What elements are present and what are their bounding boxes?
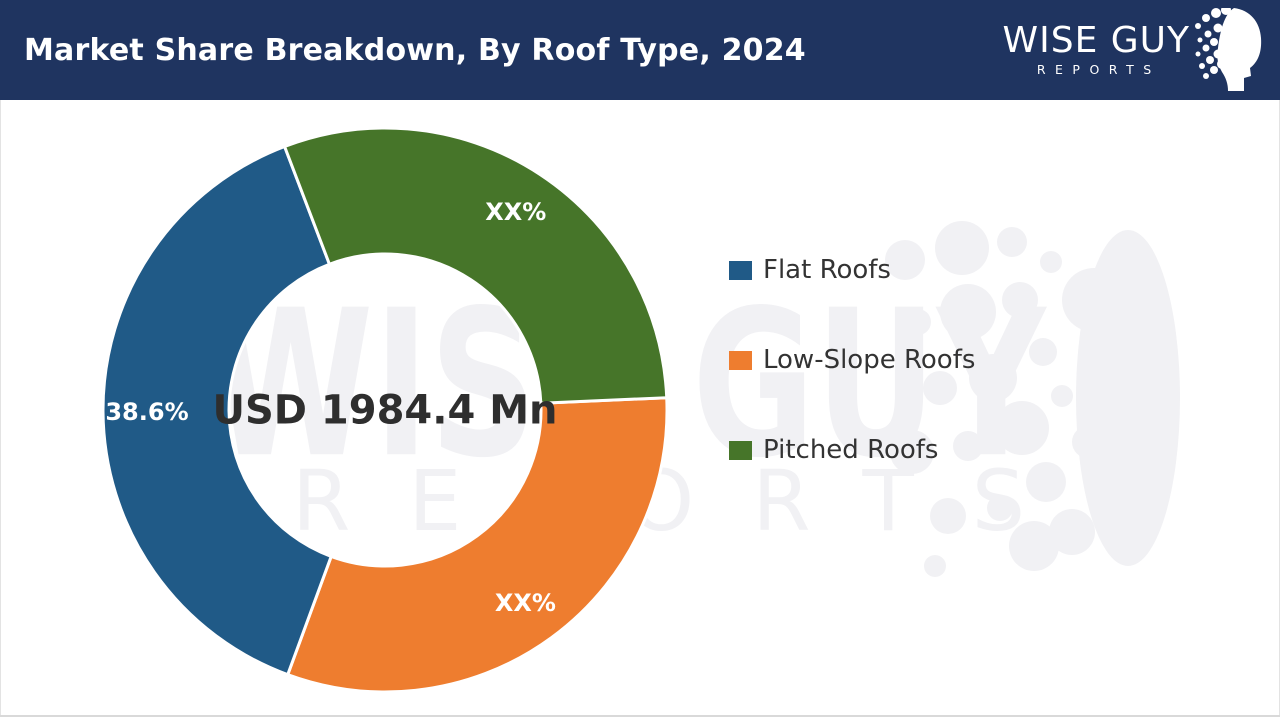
page-title: Market Share Breakdown, By Roof Type, 20… — [24, 32, 806, 68]
legend-item-low-slope-roofs: Low-Slope Roofs — [729, 345, 975, 376]
legend-swatch-icon — [729, 441, 752, 460]
footer-divider — [0, 715, 1280, 717]
header-bar: Market Share Breakdown, By Roof Type, 20… — [0, 0, 1280, 100]
segment-percent-label: XX% — [485, 198, 546, 226]
legend-label: Flat Roofs — [763, 255, 891, 285]
legend-label: Pitched Roofs — [763, 435, 939, 465]
chart-legend: Flat Roofs Low-Slope Roofs Pitched Roofs — [729, 255, 975, 466]
donut-segment-pitched-roofs — [283, 126, 669, 405]
legend-item-flat-roofs: Flat Roofs — [729, 255, 975, 286]
segment-percent-label: XX% — [495, 589, 556, 617]
center-value-label: USD 1984.4 Mn — [213, 388, 558, 434]
legend-swatch-icon — [729, 261, 752, 280]
donut-segment-low-slope-roofs — [286, 396, 669, 694]
legend-swatch-icon — [729, 351, 752, 370]
logo-text: WISE GUY REPORTS — [1002, 19, 1191, 78]
logo-secondary-text: REPORTS — [1036, 62, 1161, 78]
wiseguy-logo: WISE GUY REPORTS — [1003, 8, 1265, 92]
legend-label: Low-Slope Roofs — [763, 345, 976, 375]
legend-item-pitched-roofs: Pitched Roofs — [729, 435, 975, 466]
logo-face-icon — [1195, 8, 1262, 91]
donut-segment-flat-roofs — [101, 144, 333, 677]
segment-percent-label: 38.6% — [105, 398, 188, 426]
logo-primary-text: WISE GUY — [1002, 19, 1190, 61]
